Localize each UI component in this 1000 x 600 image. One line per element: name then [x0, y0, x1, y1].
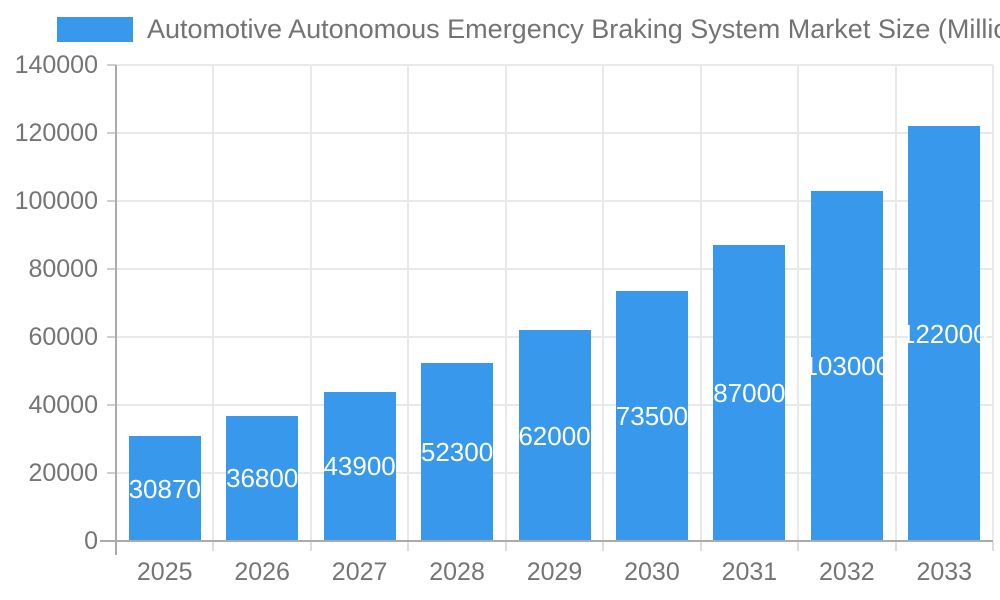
y-axis-label: 120000: [14, 119, 98, 147]
y-tick: [107, 268, 116, 270]
x-tick: [407, 542, 410, 551]
bar-2026[interactable]: [226, 415, 299, 541]
y-axis-label: 20000: [28, 459, 98, 487]
x-tick: [797, 542, 800, 551]
y-axis-line: [115, 65, 117, 555]
bar-2031[interactable]: [713, 245, 786, 541]
chart-title: Automotive Autonomous Emergency Braking …: [147, 14, 1000, 44]
y-axis-label: 60000: [28, 323, 98, 351]
x-gridline: [894, 65, 897, 541]
bar-2028[interactable]: [421, 363, 494, 541]
bar-2032[interactable]: [810, 190, 883, 541]
y-tick: [107, 472, 116, 474]
bar-2029[interactable]: [518, 330, 591, 541]
x-gridline: [699, 65, 702, 541]
x-gridline: [797, 65, 800, 541]
x-axis-label: 2030: [624, 558, 680, 586]
y-gridline: [116, 132, 993, 134]
x-tick: [992, 542, 994, 551]
y-gridline: [116, 200, 993, 202]
x-tick: [309, 542, 312, 551]
y-axis-label: 80000: [28, 255, 98, 283]
x-gridline: [992, 65, 994, 541]
x-axis-line: [100, 540, 993, 542]
bar-2025[interactable]: [128, 436, 201, 541]
x-axis-label: 2029: [526, 558, 583, 586]
y-tick: [107, 336, 116, 338]
y-axis-label: 40000: [28, 391, 98, 419]
y-tick: [107, 404, 116, 406]
x-tick: [602, 542, 605, 551]
x-tick: [894, 542, 897, 551]
x-tick: [212, 542, 215, 551]
x-gridline: [602, 65, 605, 541]
y-axis-label: 0: [84, 527, 98, 555]
x-axis-label: 2028: [429, 558, 485, 586]
legend[interactable]: Automotive Autonomous Emergency Braking …: [57, 14, 1000, 45]
bar-2033[interactable]: [908, 126, 981, 541]
y-gridline: [116, 64, 993, 66]
x-gridline: [504, 65, 507, 541]
x-axis-label: 2025: [136, 558, 193, 586]
x-axis-label: 2026: [234, 558, 290, 586]
legend-swatch: [57, 17, 133, 42]
y-axis-label: 100000: [14, 187, 98, 215]
x-gridline: [407, 65, 410, 541]
x-tick: [504, 542, 507, 551]
y-axis-label: 140000: [14, 51, 98, 79]
x-axis-label: 2027: [331, 558, 388, 586]
bar-2027[interactable]: [323, 391, 396, 541]
x-axis-label: 2031: [721, 558, 778, 586]
y-tick: [107, 132, 116, 134]
y-tick: [107, 64, 116, 66]
x-tick: [699, 542, 702, 551]
x-axis-label: 2032: [819, 558, 875, 586]
y-tick: [107, 200, 116, 202]
bar-2030[interactable]: [615, 291, 688, 541]
y-gridline: [116, 268, 993, 270]
x-axis-label: 2033: [916, 558, 973, 586]
x-gridline: [309, 65, 312, 541]
x-gridline: [212, 65, 215, 541]
